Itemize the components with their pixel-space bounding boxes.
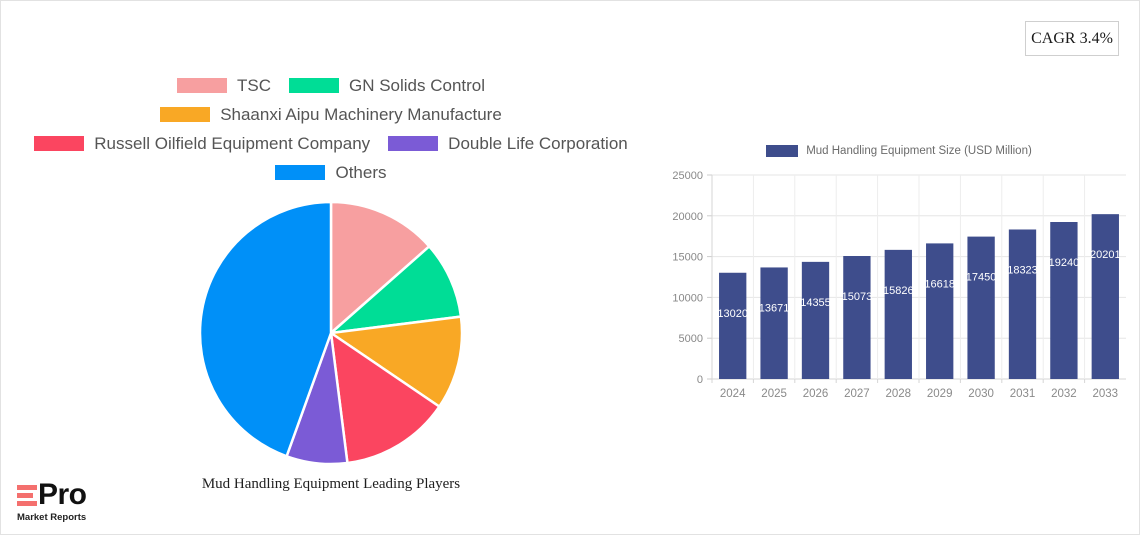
pie-legend-row: TSC GN Solids Control <box>1 71 661 100</box>
x-axis-tick-label: 2032 <box>1051 388 1077 400</box>
pie-legend-item-russell-oilfield[interactable]: Russell Oilfield Equipment Company <box>34 134 370 154</box>
pie-legend-item-tsc[interactable]: TSC <box>176 75 271 96</box>
x-axis-tick-label: 2028 <box>886 388 912 400</box>
bar-value-label: 17450 <box>966 272 997 284</box>
bar-value-label: 13020 <box>717 308 748 320</box>
pie-legend-item-gn-solids-control[interactable]: GN Solids Control <box>288 75 486 96</box>
logo: Pro Market Reports <box>17 479 103 527</box>
pie-legend-label: Double Life Corporation <box>448 133 628 153</box>
pie-legend-row: Shaanxi Aipu Machinery Manufacture <box>1 100 661 129</box>
logo-mark: Pro <box>17 479 103 511</box>
legend-swatch-icon <box>34 136 85 151</box>
x-axis-tick-label: 2030 <box>968 388 994 400</box>
bar-chart-panel: Mud Handling Equipment Size (USD Million… <box>664 141 1134 416</box>
bar[interactable] <box>1008 229 1037 379</box>
pie-legend: TSC GN Solids Control Shaanxi Aipu Machi… <box>1 63 661 187</box>
bar-value-label: 16618 <box>924 278 955 290</box>
bar-value-label: 15073 <box>842 291 873 303</box>
x-axis-tick-label: 2027 <box>844 388 870 400</box>
pie-slice[interactable] <box>327 244 463 335</box>
bar-chart-svg: 0 5000 10000 15000 20000 25000 13020 2024 13671 2… <box>672 170 1126 400</box>
bar[interactable] <box>967 236 995 379</box>
pie-legend-row: Russell Oilfield Equipment Company Doubl… <box>1 129 661 158</box>
bar-chart-legend[interactable]: Mud Handling Equipment Size (USD Million… <box>664 141 1134 161</box>
pie-legend-item-shaanxi-aipu[interactable]: Shaanxi Aipu Machinery Manufacture <box>160 105 502 125</box>
bar[interactable] <box>884 249 912 379</box>
x-axis-tick-label: 2033 <box>1093 388 1119 400</box>
pie-legend-item-others[interactable]: Others <box>275 162 387 183</box>
logo-name: Pro <box>38 478 87 511</box>
y-axis-tick-label: 0 <box>697 374 703 386</box>
x-axis-tick-label: 2026 <box>803 388 829 400</box>
bar-legend-label: Mud Handling Equipment Size (USD Million… <box>806 145 1032 157</box>
y-axis-tick-label: 10000 <box>672 292 703 304</box>
bar-value-label: 15826 <box>883 285 914 297</box>
x-axis-tick-label: 2029 <box>927 388 953 400</box>
y-axis-tick-label: 20000 <box>672 211 703 223</box>
pie-chart-title: Mud Handling Equipment Leading Players <box>201 476 461 492</box>
legend-swatch-icon <box>388 136 439 151</box>
legend-swatch-icon <box>288 78 339 93</box>
pie-legend-label: Others <box>335 162 387 182</box>
pie-legend-item-double-life[interactable]: Double Life Corporation <box>388 134 628 154</box>
pie-slice[interactable] <box>329 330 442 465</box>
pie-chart <box>197 199 465 467</box>
bar-value-label: 20201 <box>1090 249 1121 261</box>
y-axis-tick-label: 5000 <box>679 333 703 345</box>
bar[interactable] <box>801 261 830 379</box>
bar[interactable] <box>1050 222 1078 379</box>
y-axis-tick-label: 25000 <box>672 170 703 182</box>
bar[interactable] <box>760 267 788 379</box>
bar-value-label: 18323 <box>1007 264 1038 276</box>
legend-swatch-icon <box>766 145 799 157</box>
pie-chart-panel: TSC GN Solids Control Shaanxi Aipu Machi… <box>1 63 661 493</box>
legend-swatch-icon <box>176 78 227 93</box>
cagr-badge: CAGR 3.4% <box>1025 21 1119 56</box>
bar-value-label: 19240 <box>1049 257 1080 269</box>
pie-legend-label: Russell Oilfield Equipment Company <box>94 133 371 153</box>
x-axis-tick-label: 2024 <box>720 388 746 400</box>
pie-legend-label: TSC <box>236 75 271 95</box>
pie-legend-row: Others <box>1 158 661 187</box>
logo-tagline: Market Reports <box>17 512 87 523</box>
bar[interactable] <box>843 256 871 379</box>
pie-legend-label: GN Solids Control <box>348 75 486 95</box>
pie-slice[interactable] <box>198 200 333 458</box>
x-axis-tick-label: 2031 <box>1010 388 1036 400</box>
pie-slice[interactable] <box>329 200 432 336</box>
legend-swatch-icon <box>275 165 326 180</box>
x-axis-tick-label: 2025 <box>761 388 787 400</box>
pie-legend-label: Shaanxi Aipu Machinery Manufacture <box>220 104 502 124</box>
pie-slice[interactable] <box>327 315 464 409</box>
bar[interactable] <box>719 272 747 379</box>
bar-chart-plot-area: 0 5000 10000 15000 20000 25000 13020 2024 13671 2… <box>664 163 1134 413</box>
y-axis-tick-label: 15000 <box>672 252 703 264</box>
bar[interactable] <box>926 243 954 379</box>
bar[interactable] <box>1091 214 1119 379</box>
bar-value-label: 14355 <box>800 297 831 309</box>
bar-value-label: 13671 <box>759 302 790 314</box>
logo-bars-icon <box>17 482 37 508</box>
cagr-badge-label: CAGR 3.4% <box>1031 29 1113 47</box>
pie-chart-svg <box>198 200 464 466</box>
legend-swatch-icon <box>160 107 211 122</box>
